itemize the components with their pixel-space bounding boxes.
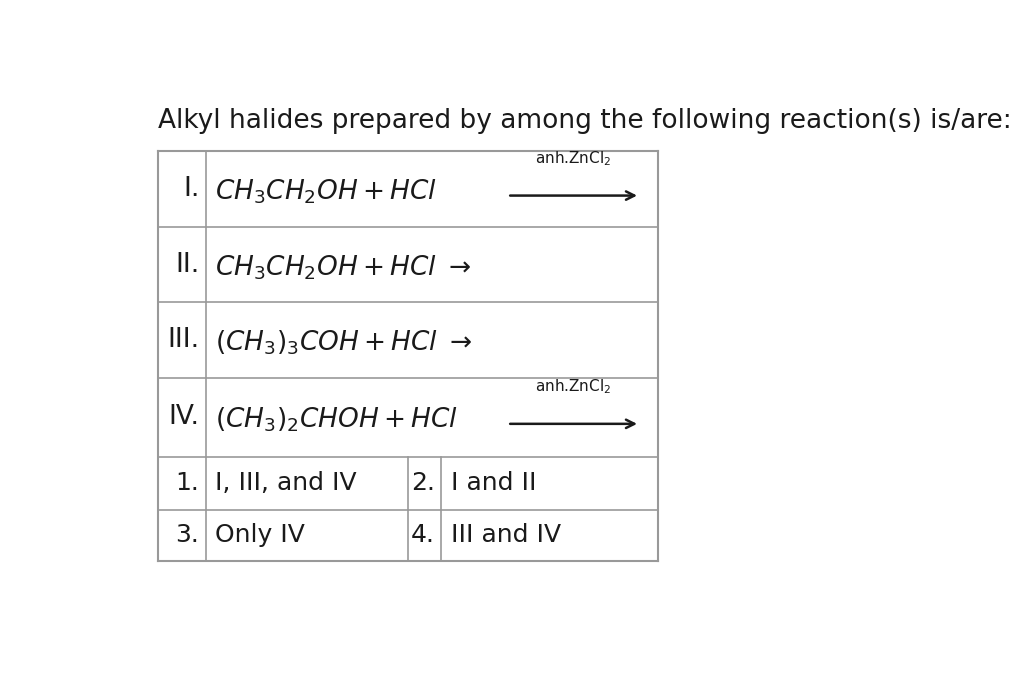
Text: $(CH_3)_3COH + HCl$ $\rightarrow$: $(CH_3)_3COH + HCl$ $\rightarrow$ — [215, 328, 473, 357]
Text: I.: I. — [183, 176, 200, 202]
Text: anh.ZnCl$_2$: anh.ZnCl$_2$ — [536, 377, 611, 395]
Text: $CH_3CH_2OH + HCl$ $\rightarrow$: $CH_3CH_2OH + HCl$ $\rightarrow$ — [215, 253, 472, 281]
Text: I and II: I and II — [451, 471, 537, 496]
Text: anh.ZnCl$_2$: anh.ZnCl$_2$ — [536, 149, 611, 167]
Text: Alkyl halides prepared by among the following reaction(s) is/are:: Alkyl halides prepared by among the foll… — [158, 108, 1012, 134]
Text: III.: III. — [167, 327, 200, 353]
Text: $CH_3CH_2OH + HCl$: $CH_3CH_2OH + HCl$ — [215, 178, 437, 206]
Text: 3.: 3. — [175, 524, 200, 547]
Text: 1.: 1. — [175, 471, 200, 496]
Text: I, III, and IV: I, III, and IV — [215, 471, 357, 496]
Text: IV.: IV. — [168, 405, 200, 430]
Text: 2.: 2. — [411, 471, 435, 496]
Text: II.: II. — [175, 251, 200, 278]
Text: III and IV: III and IV — [451, 524, 561, 547]
Text: $(CH_3)_2CHOH + HCl$: $(CH_3)_2CHOH + HCl$ — [215, 406, 458, 434]
Text: 4.: 4. — [411, 524, 435, 547]
Text: Only IV: Only IV — [215, 524, 305, 547]
